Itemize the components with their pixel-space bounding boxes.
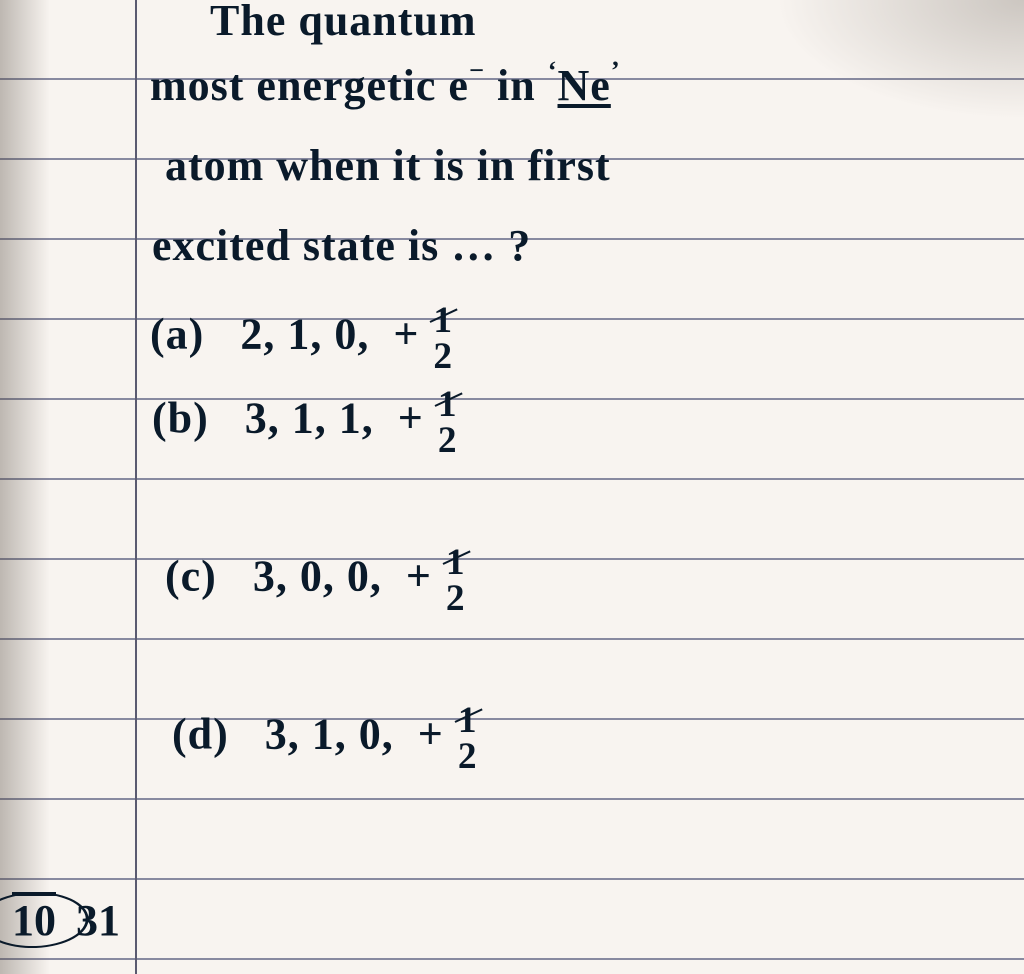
fraction: 1 2: [446, 545, 466, 616]
text: The quantum: [210, 0, 477, 45]
option-label: (c): [165, 552, 217, 601]
option-label: (d): [172, 710, 229, 759]
fraction-denominator: 2: [446, 581, 466, 617]
margin-line: [135, 0, 137, 974]
option-a: (a) 2, 1, 0, + 1 2: [150, 303, 453, 374]
sign: +: [393, 310, 419, 359]
question-line-3: excited state is … ?: [152, 220, 531, 271]
option-label: (a): [150, 310, 204, 359]
fraction: 1 2: [438, 387, 458, 458]
element-neon: Ne: [558, 61, 611, 110]
option-values: 3, 1, 0,: [265, 710, 394, 759]
paper-shadow-left: [0, 0, 50, 974]
sign: +: [398, 394, 424, 443]
fraction-denominator: 2: [433, 339, 453, 375]
option-b: (b) 3, 1, 1, + 1 2: [152, 387, 458, 458]
superscript-minus: −: [469, 55, 485, 85]
sign: +: [418, 710, 444, 759]
option-values: 3, 0, 0,: [253, 552, 382, 601]
element-quote-open: ‘: [548, 55, 558, 85]
question-line-partial-top: The quantum: [210, 0, 477, 46]
element-quote-close: ’: [611, 55, 621, 85]
option-values: 2, 1, 0,: [240, 310, 369, 359]
fraction-denominator: 2: [458, 739, 478, 775]
paper-shadow-topright: [774, 0, 1024, 120]
circled-number: 10: [0, 895, 68, 946]
text: in: [497, 61, 548, 110]
fraction: 1 2: [433, 303, 453, 374]
option-label: (b): [152, 394, 209, 443]
text: excited state is … ?: [152, 221, 531, 270]
text: most energetic e: [150, 61, 469, 110]
sign: +: [406, 552, 432, 601]
notebook-paper: The quantum most energetic e− in ‘Ne’ at…: [0, 0, 1024, 974]
option-c: (c) 3, 0, 0, + 1 2: [165, 545, 466, 616]
question-line-1: most energetic e− in ‘Ne’: [150, 60, 621, 111]
text: atom when it is in first: [165, 141, 611, 190]
fraction-numerator: 1: [438, 387, 458, 423]
fraction-numerator: 1: [458, 703, 478, 739]
option-d: (d) 3, 1, 0, + 1 2: [172, 703, 478, 774]
fraction-denominator: 2: [438, 423, 458, 459]
circled-value: 10: [12, 896, 56, 945]
fraction-numerator: 1: [446, 545, 466, 581]
bottom-margin-note: 10 31: [0, 895, 120, 946]
question-line-2: atom when it is in first: [165, 140, 611, 191]
fraction: 1 2: [458, 703, 478, 774]
fraction-numerator: 1: [433, 303, 453, 339]
option-values: 3, 1, 1,: [245, 394, 374, 443]
